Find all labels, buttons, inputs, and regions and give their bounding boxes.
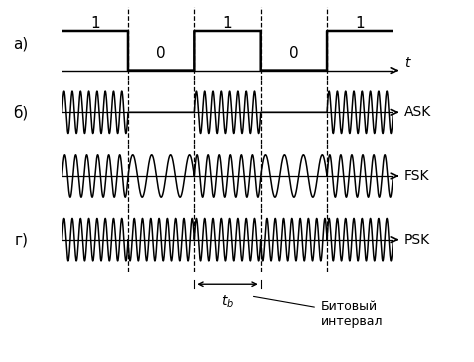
Text: а): а) [13, 36, 28, 51]
Text: $t_b$: $t_b$ [221, 294, 234, 310]
Text: FSK: FSK [404, 169, 429, 183]
Text: 1: 1 [356, 16, 365, 31]
Text: ASK: ASK [404, 105, 431, 119]
Text: $t$: $t$ [404, 56, 412, 70]
Text: Битовый
интервал: Битовый интервал [320, 300, 383, 328]
Text: 1: 1 [90, 16, 100, 31]
Text: г): г) [14, 232, 28, 247]
Text: 0: 0 [156, 46, 166, 62]
Text: PSK: PSK [404, 233, 430, 247]
Text: 0: 0 [289, 46, 299, 62]
Text: б): б) [13, 105, 28, 120]
Text: 1: 1 [223, 16, 232, 31]
